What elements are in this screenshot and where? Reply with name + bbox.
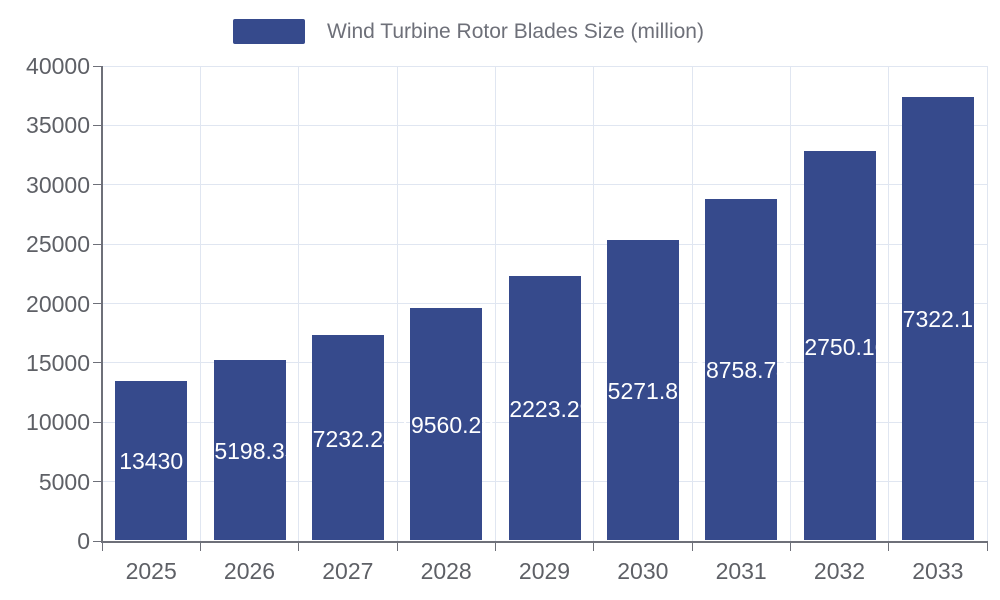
x-tick-label-2029: 2029 — [518, 558, 571, 584]
v-gridline-8 — [888, 66, 890, 541]
x-tick-label-2026: 2026 — [223, 558, 276, 584]
y-tick-label-30000: 30000 — [26, 171, 90, 198]
y-axis-tick-25000 — [93, 243, 101, 245]
x-axis-line — [101, 541, 988, 543]
h-gridline-30000 — [102, 184, 987, 186]
legend-label: Wind Turbine Rotor Blades Size (million) — [327, 19, 704, 43]
y-tick-label-35000: 35000 — [26, 112, 90, 139]
v-gridline-4 — [494, 66, 496, 541]
y-axis-tick-15000 — [93, 362, 101, 364]
y-axis-line — [101, 66, 103, 542]
y-tick-label-5000: 5000 — [38, 468, 90, 495]
x-axis-tick-2 — [298, 543, 300, 551]
y-axis-tick-5000 — [93, 481, 101, 483]
y-axis-tick-20000 — [93, 303, 101, 304]
y-axis-tick-35000 — [93, 124, 101, 126]
x-axis-tick-8 — [888, 543, 890, 551]
bar-2029[interactable] — [508, 276, 581, 540]
bar-2032[interactable] — [803, 151, 876, 540]
v-gridline-5 — [593, 66, 595, 541]
x-axis-tick-1 — [199, 543, 201, 551]
legend-item[interactable]: Wind Turbine Rotor Blades Size (million) — [233, 19, 704, 44]
x-axis-tick-9 — [986, 543, 988, 551]
h-gridline-25000 — [102, 243, 987, 245]
y-axis-tick-40000 — [93, 65, 101, 67]
y-tick-label-20000: 20000 — [26, 290, 90, 317]
v-gridline-6 — [691, 66, 693, 541]
y-axis-tick-30000 — [93, 184, 101, 186]
y-tick-label-10000: 10000 — [26, 409, 90, 436]
v-gridline-9 — [986, 66, 988, 541]
y-tick-label-0: 0 — [77, 528, 90, 554]
x-tick-label-2025: 2025 — [125, 558, 177, 584]
bar-2026[interactable] — [213, 359, 286, 540]
x-axis-tick-5 — [593, 543, 595, 551]
h-gridline-40000 — [102, 65, 987, 67]
x-tick-label-2033: 2033 — [912, 558, 964, 584]
plot-area: 0 5000 10000 15000 20000 25000 30000 35000 40000… — [26, 55, 988, 584]
v-gridline-1 — [199, 66, 201, 541]
bar-2027[interactable] — [311, 335, 384, 540]
bar-2031[interactable] — [705, 198, 778, 540]
x-tick-label-2032: 2032 — [813, 558, 866, 584]
y-tick-label-15000: 15000 — [26, 349, 90, 376]
bar-2025[interactable] — [115, 380, 188, 540]
x-tick-label-2030: 2030 — [617, 558, 669, 584]
v-gridline-2 — [298, 66, 300, 541]
y-tick-label-40000: 40000 — [26, 53, 90, 79]
legend-swatch — [233, 19, 305, 44]
x-axis-tick-7 — [789, 543, 791, 551]
x-axis-tick-4 — [494, 543, 496, 551]
y-axis-tick-10000 — [93, 421, 101, 423]
bar-2030[interactable] — [606, 239, 679, 540]
x-tick-label-2031: 2031 — [715, 558, 767, 584]
v-gridline-7 — [789, 66, 791, 541]
h-gridline-35000 — [102, 124, 987, 126]
bar-2028[interactable] — [410, 307, 483, 540]
x-tick-label-2028: 2028 — [420, 558, 472, 584]
v-gridline-3 — [396, 66, 398, 541]
x-tick-label-2027: 2027 — [322, 558, 374, 584]
x-axis-tick-6 — [691, 543, 693, 551]
y-axis-tick-0 — [93, 540, 101, 542]
bar-2033[interactable] — [901, 96, 974, 540]
y-tick-label-25000: 25000 — [26, 231, 90, 258]
x-axis-tick-0 — [101, 543, 103, 551]
x-axis-tick-3 — [396, 543, 398, 551]
